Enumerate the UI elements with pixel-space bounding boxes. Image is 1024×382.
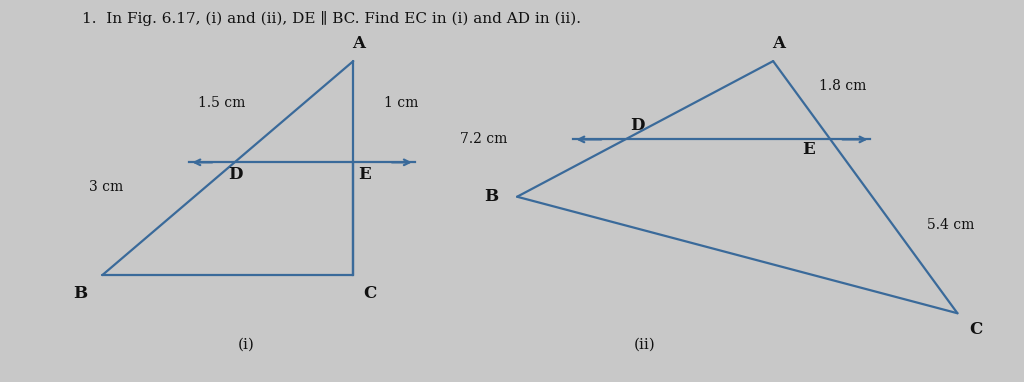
Text: D: D <box>228 166 243 183</box>
Text: (i): (i) <box>238 337 254 351</box>
Text: (ii): (ii) <box>634 337 656 351</box>
Text: A: A <box>352 34 365 52</box>
Text: 1 cm: 1 cm <box>384 96 419 110</box>
Text: E: E <box>358 166 371 183</box>
Text: B: B <box>73 285 87 302</box>
Text: B: B <box>484 188 499 205</box>
Text: C: C <box>364 285 377 302</box>
Text: A: A <box>772 34 784 52</box>
Text: 7.2 cm: 7.2 cm <box>460 133 507 146</box>
Text: 5.4 cm: 5.4 cm <box>927 219 974 232</box>
Text: 1.  In Fig. 6.17, (i) and (ii), DE ∥ BC. Find EC in (i) and AD in (ii).: 1. In Fig. 6.17, (i) and (ii), DE ∥ BC. … <box>82 11 581 26</box>
Text: E: E <box>802 141 814 159</box>
Text: 1.8 cm: 1.8 cm <box>819 79 866 93</box>
Text: C: C <box>970 321 983 338</box>
Text: 1.5 cm: 1.5 cm <box>199 96 246 110</box>
Text: D: D <box>631 117 645 134</box>
Text: 3 cm: 3 cm <box>89 180 123 194</box>
